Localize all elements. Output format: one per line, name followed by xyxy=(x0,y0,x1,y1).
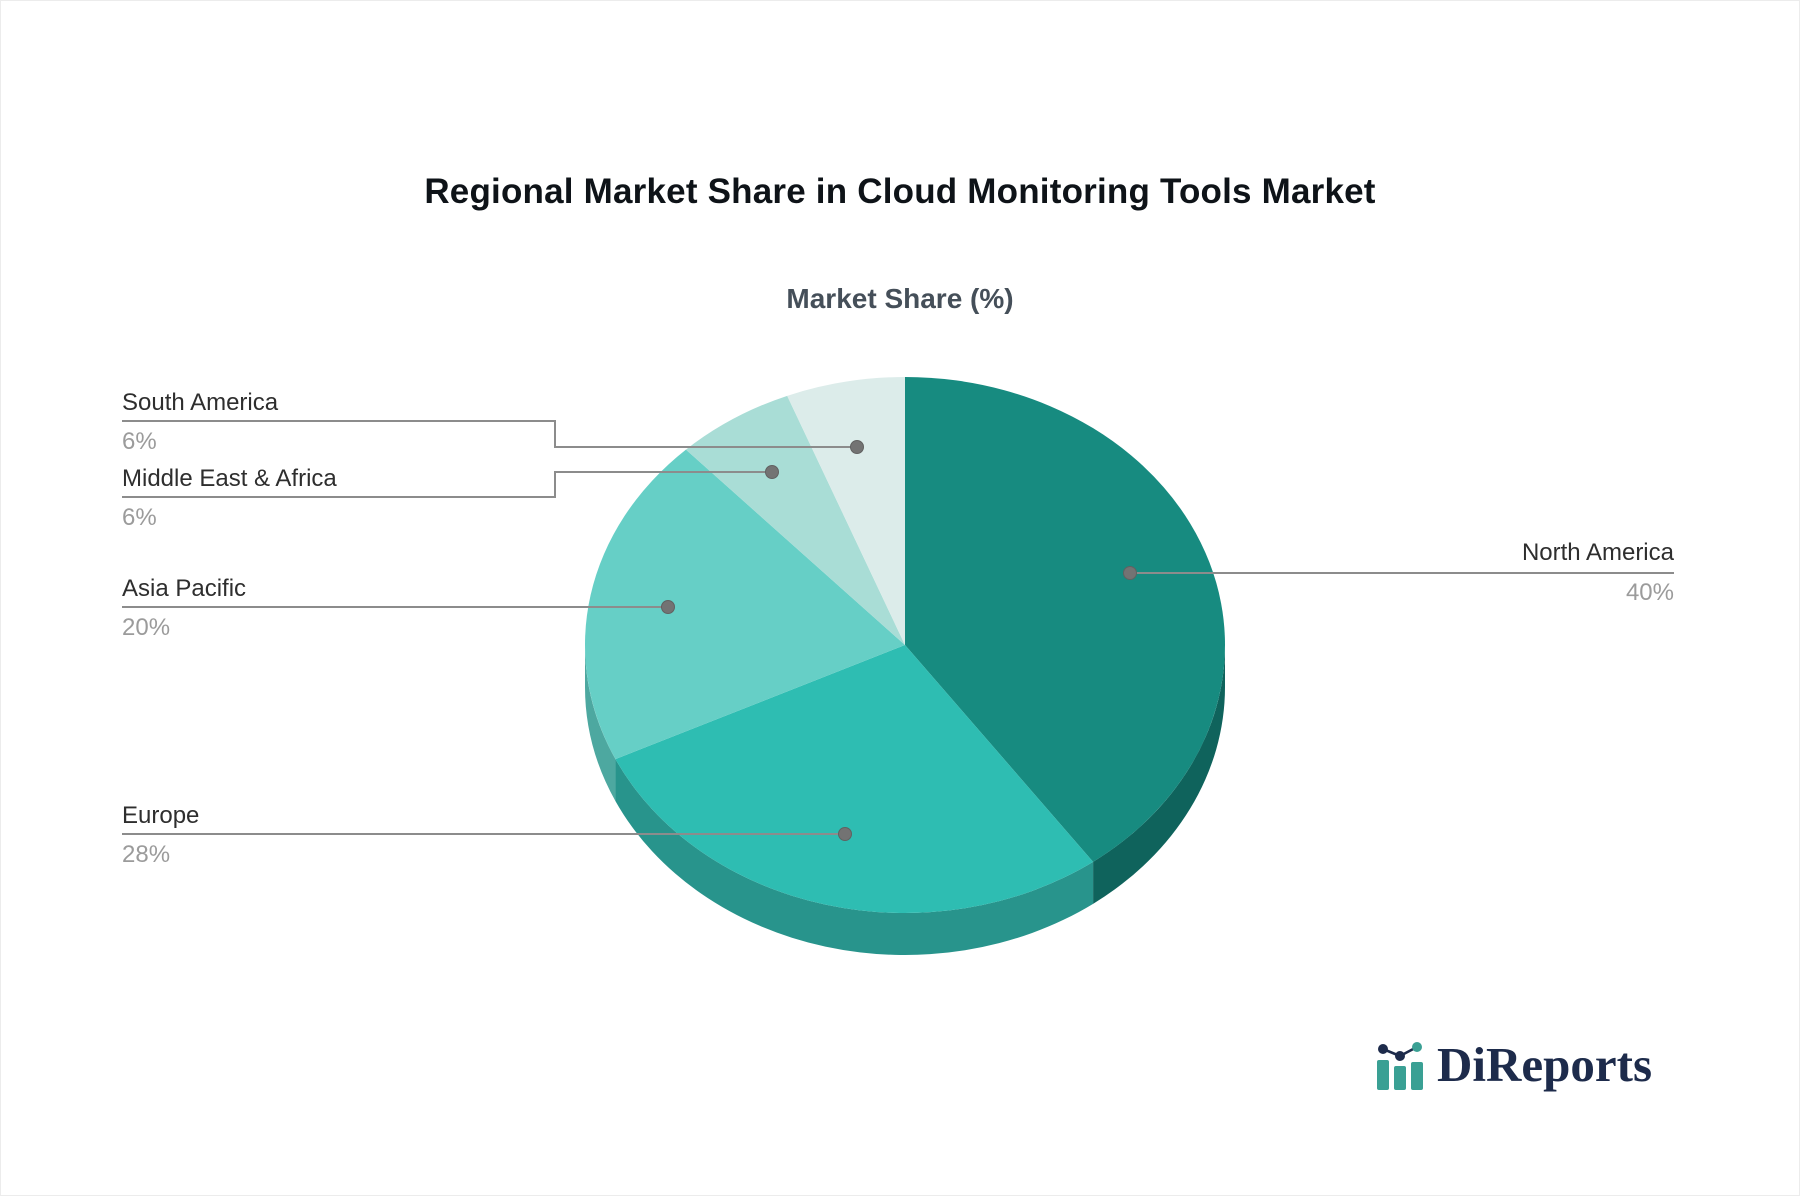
pie-slice-south-america xyxy=(787,377,905,645)
leader-dot-north-america xyxy=(1123,566,1137,580)
leader-dot-middle-east-africa xyxy=(765,465,779,479)
pie-slice-side-europe xyxy=(615,759,1094,956)
leader-line-middle-east-africa xyxy=(122,471,772,498)
callout-value-middle-east-africa: 6% xyxy=(122,504,157,531)
pie-slice-europe xyxy=(615,645,1094,913)
brand-logo-icon xyxy=(1377,1042,1423,1090)
pie-slice-middle-east-africa xyxy=(685,395,905,645)
chart-title: Regional Market Share in Cloud Monitorin… xyxy=(424,172,1376,211)
callout-label-asia-pacific: Asia Pacific xyxy=(122,575,247,602)
pie-slice-side-asia-pacific xyxy=(585,645,616,802)
chart-subtitle: Market Share (%) xyxy=(786,283,1014,314)
callout-value-europe: 28% xyxy=(122,841,171,868)
pie-slice-side-north-america xyxy=(1093,645,1225,904)
leader-dot-asia-pacific xyxy=(661,600,675,614)
callout-label-north-america: North America xyxy=(1521,539,1674,566)
callout-value-north-america: 40% xyxy=(1625,579,1674,606)
brand-logo: DiReports xyxy=(1374,1036,1652,1098)
callout-label-south-america: South America xyxy=(122,389,279,416)
leader-line-south-america xyxy=(122,420,857,448)
callout-value-south-america: 6% xyxy=(122,428,157,455)
pie-slice-asia-pacific xyxy=(585,449,905,760)
pie-slice-north-america xyxy=(905,377,1226,862)
callout-value-asia-pacific: 20% xyxy=(122,614,171,641)
leader-dot-south-america xyxy=(850,440,864,454)
callout-label-middle-east-africa: Middle East & Africa xyxy=(122,465,337,492)
callout-label-europe: Europe xyxy=(122,802,200,829)
leader-dot-europe xyxy=(838,827,852,841)
brand-name: DiReports xyxy=(1437,1037,1653,1092)
